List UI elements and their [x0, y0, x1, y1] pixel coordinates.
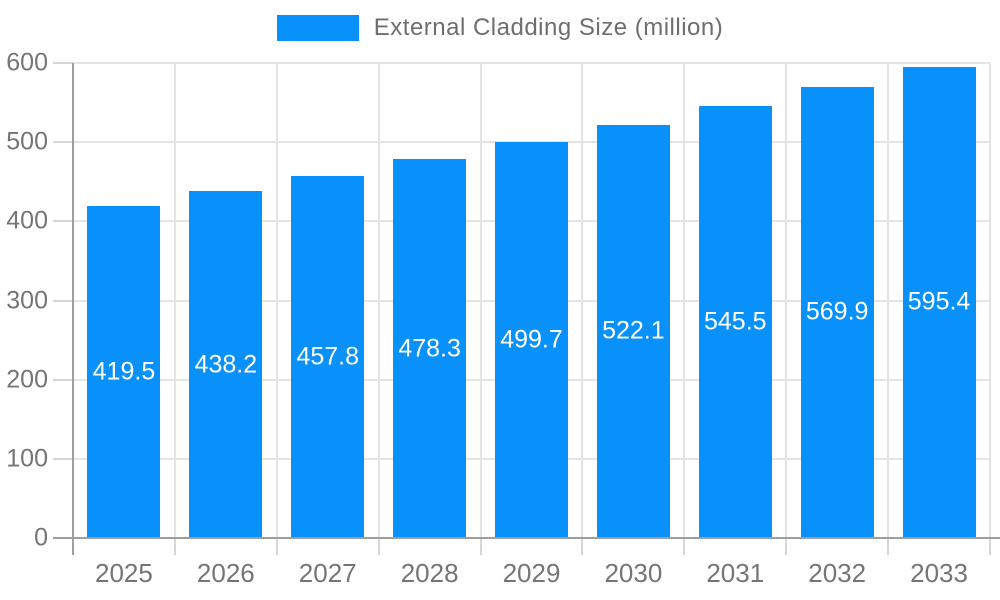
x-tick-label: 2029: [502, 558, 561, 588]
gridline-vertical: [275, 63, 278, 538]
bar: [903, 66, 976, 538]
x-tick-label: 2033: [910, 558, 968, 588]
gridline-vertical: [377, 63, 380, 538]
bar-value-label: 569.9: [805, 297, 869, 326]
bar-value-label: 522.1: [602, 316, 665, 345]
bar-value-label: 478.3: [398, 334, 461, 363]
gridline-vertical: [683, 63, 686, 538]
bar-value-label: 457.8: [296, 342, 359, 371]
bar: [495, 142, 568, 538]
gridline-vertical: [173, 63, 176, 538]
legend: External Cladding Size (million): [0, 14, 1000, 42]
x-axis-tick: [275, 538, 278, 555]
bar: [189, 191, 262, 538]
gridline-horizontal: [73, 62, 990, 64]
bar: [699, 106, 772, 538]
y-axis-tick: [53, 62, 73, 64]
bar: [393, 159, 466, 538]
y-tick-label: 600: [6, 48, 48, 77]
x-axis-tick: [785, 538, 788, 555]
x-tick-label: 2028: [400, 558, 459, 588]
x-axis-tick: [479, 538, 482, 555]
y-tick-label: 300: [6, 286, 48, 314]
x-axis-tick: [173, 538, 176, 555]
x-axis-tick: [683, 538, 686, 555]
y-axis-tick: [53, 457, 73, 460]
y-axis-tick: [53, 299, 73, 302]
x-tick-label: 2031: [706, 558, 765, 588]
x-tick-label: 2025: [95, 558, 153, 588]
bar: [801, 86, 874, 538]
gridline-horizontal: [73, 141, 990, 144]
y-tick-label: 400: [6, 206, 48, 235]
gridline-vertical: [887, 63, 890, 538]
x-tick-label: 2026: [196, 558, 255, 588]
legend-swatch: [276, 15, 359, 41]
bar: [597, 124, 670, 538]
y-axis-line: [72, 63, 74, 555]
gridline-vertical: [479, 63, 482, 538]
legend-label: External Cladding Size (million): [373, 14, 724, 41]
y-axis-tick: [53, 220, 73, 223]
y-tick-label: 100: [6, 444, 48, 473]
bar-value-label: 499.7: [500, 325, 563, 354]
x-axis-tick: [377, 538, 380, 555]
bar: [291, 175, 364, 538]
y-tick-label: 0: [34, 523, 48, 552]
gridline-vertical: [989, 63, 991, 538]
x-axis-tick: [887, 538, 890, 555]
x-tick-label: 2027: [298, 558, 357, 588]
bar-value-label: 545.5: [703, 307, 767, 336]
y-axis-tick: [53, 378, 73, 381]
bar-value-label: 419.5: [92, 357, 156, 386]
bar-value-label: 438.2: [194, 350, 258, 379]
x-tick-label: 2030: [604, 558, 663, 588]
y-tick-label: 200: [6, 365, 48, 394]
bar-value-label: 595.4: [907, 287, 971, 316]
x-axis-line: [53, 537, 1000, 539]
x-tick-label: 2032: [808, 558, 867, 588]
y-axis-tick: [53, 141, 73, 144]
bar: [87, 205, 160, 538]
y-tick-label: 500: [6, 127, 48, 156]
x-axis-tick: [989, 538, 991, 555]
gridline-vertical: [785, 63, 788, 538]
gridline-vertical: [581, 63, 584, 538]
x-axis-tick: [581, 538, 584, 555]
